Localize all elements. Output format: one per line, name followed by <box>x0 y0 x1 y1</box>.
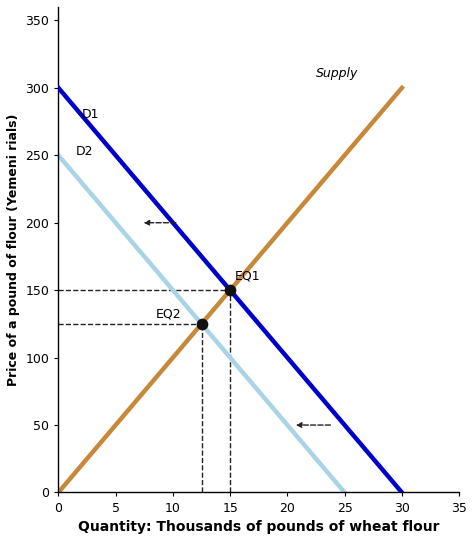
X-axis label: Quantity: Thousands of pounds of wheat flour: Quantity: Thousands of pounds of wheat f… <box>78 520 439 534</box>
Text: D1: D1 <box>82 108 99 121</box>
Text: EQ1: EQ1 <box>235 269 260 282</box>
Text: D2: D2 <box>75 146 93 159</box>
Y-axis label: Price of a pound of flour (Yemeni rials): Price of a pound of flour (Yemeni rials) <box>7 114 20 386</box>
Text: EQ2: EQ2 <box>156 307 182 320</box>
Point <box>198 320 205 328</box>
Text: Supply: Supply <box>316 67 358 80</box>
Point <box>227 286 234 294</box>
